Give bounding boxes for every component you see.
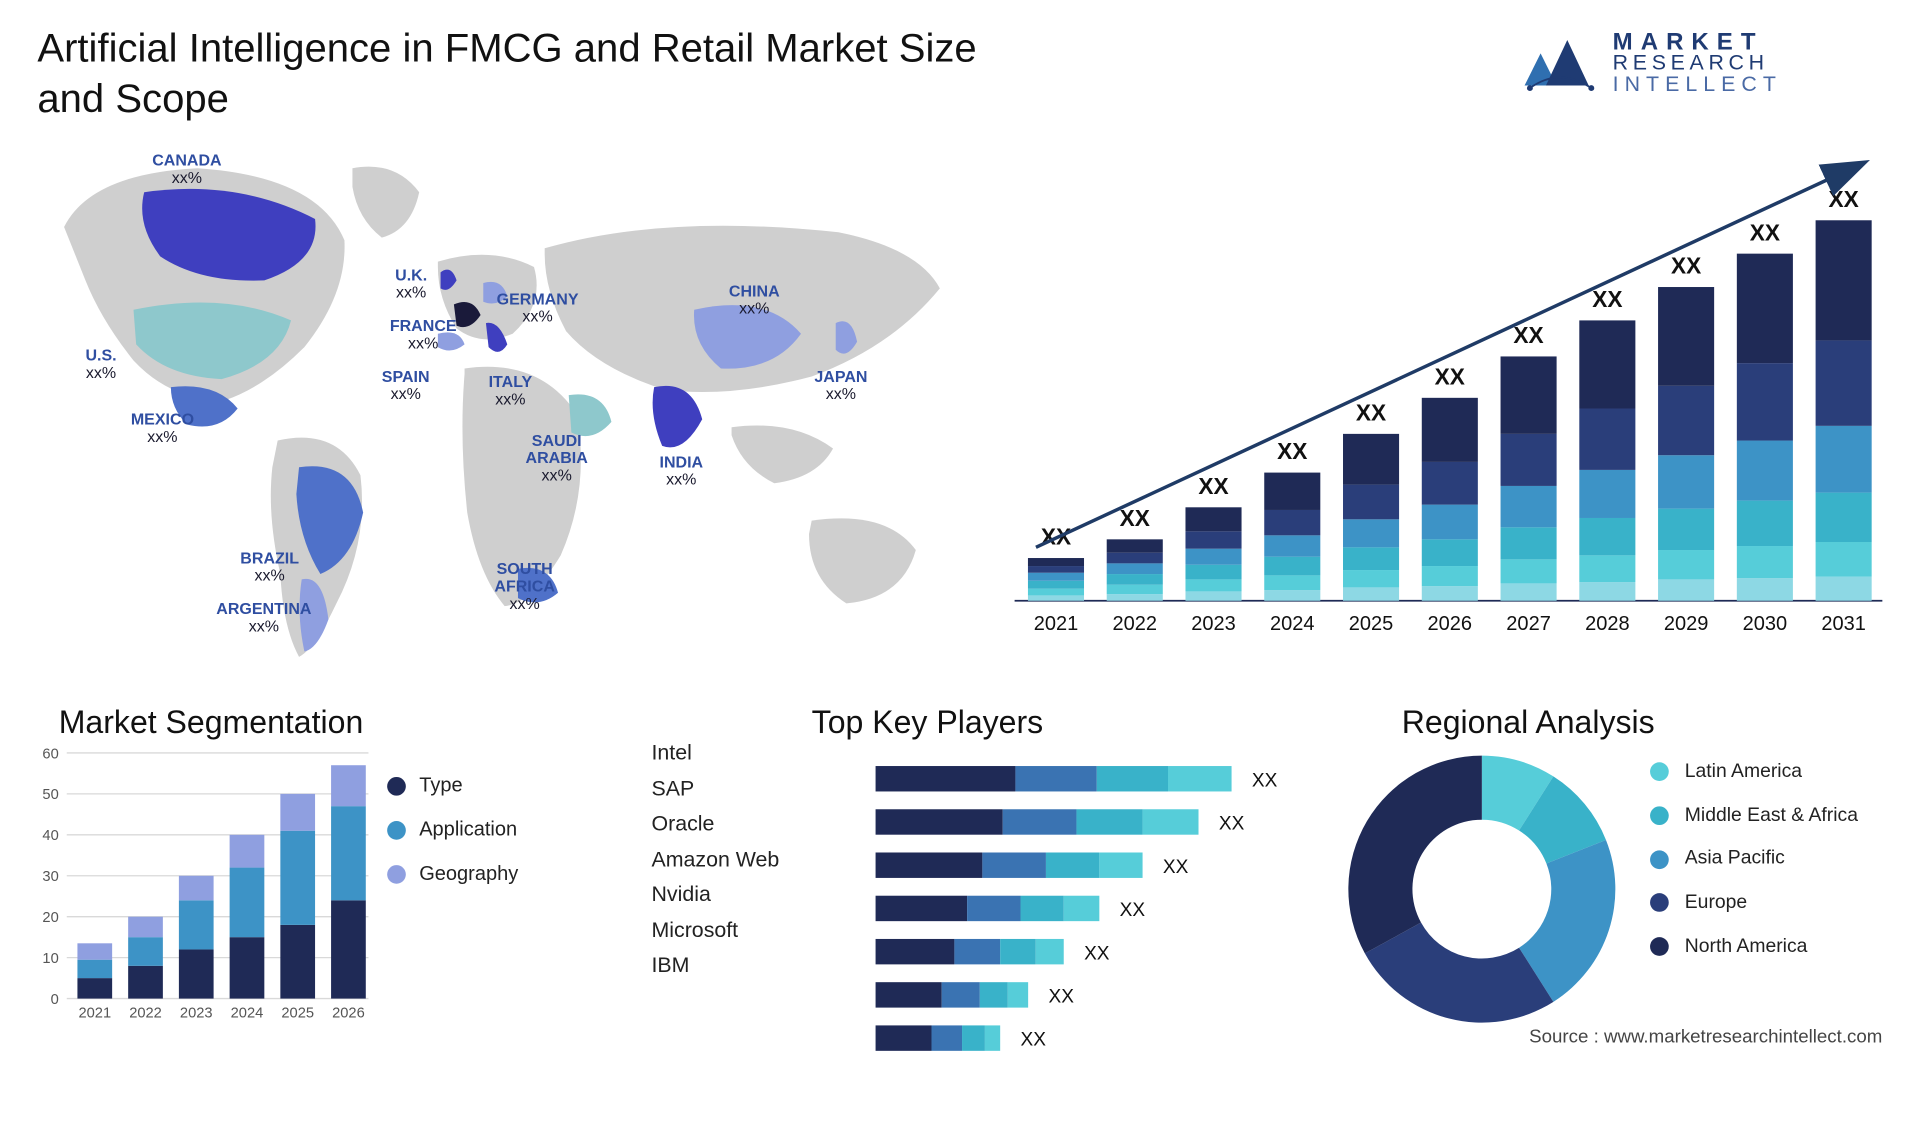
svg-text:2031: 2031 [1821, 613, 1866, 635]
svg-text:20: 20 [42, 910, 58, 926]
svg-text:XX: XX [1120, 900, 1146, 921]
regional-legend-item: Europe [1650, 892, 1890, 914]
svg-text:XX: XX [1513, 322, 1543, 348]
brand-logo: MARKET RESEARCH INTELLECT [1522, 24, 1882, 101]
svg-text:2027: 2027 [1506, 613, 1551, 635]
map-country-label: BRAZILxx% [240, 550, 299, 585]
map-country-label: ITALYxx% [489, 374, 533, 409]
logo-line2: RESEARCH [1613, 53, 1782, 74]
svg-text:XX: XX [1048, 987, 1074, 1008]
svg-text:XX: XX [1219, 814, 1245, 835]
svg-text:XX: XX [1829, 186, 1859, 212]
map-country-label: U.K.xx% [395, 267, 427, 302]
svg-text:XX: XX [1356, 400, 1386, 426]
key-players-heading: Top Key Players [812, 705, 1044, 742]
map-country-label: CHINAxx% [729, 283, 780, 318]
svg-text:XX: XX [1435, 363, 1465, 389]
svg-text:XX: XX [1277, 438, 1307, 464]
map-country-label: SAUDI ARABIAxx% [518, 433, 595, 486]
svg-text:XX: XX [1163, 857, 1189, 878]
svg-text:2024: 2024 [231, 1005, 264, 1021]
key-players-chart: XXXXXXXXXXXXXX [865, 761, 1306, 1028]
map-country-label: SPAINxx% [382, 368, 430, 403]
regional-donut-chart [1335, 748, 1629, 1028]
svg-text:XX: XX [1120, 505, 1150, 531]
svg-text:2022: 2022 [129, 1005, 162, 1021]
regional-legend-item: North America [1650, 935, 1890, 957]
svg-text:XX: XX [1671, 253, 1701, 279]
svg-text:10: 10 [42, 951, 58, 967]
svg-text:0: 0 [51, 992, 59, 1008]
svg-text:2026: 2026 [1428, 613, 1473, 635]
map-country-label: ARGENTINAxx% [216, 601, 311, 636]
key-player-name: Oracle [651, 813, 825, 837]
segmentation-legend-item: Geography [387, 862, 574, 885]
svg-text:2024: 2024 [1270, 613, 1315, 635]
svg-text:XX: XX [1750, 219, 1780, 245]
logo-line1: MARKET [1613, 29, 1782, 53]
segmentation-heading: Market Segmentation [59, 705, 364, 742]
main-bar-chart: XX 2021 XX 2022 XX 2023 XX 2024 XX 2025 XX 2026 XX 20… [1015, 147, 1883, 654]
svg-text:60: 60 [42, 746, 58, 762]
source-label: Source : www.marketresearchintellect.com [1529, 1025, 1882, 1046]
regional-legend: Latin America Middle East & Africa Asia Pa… [1650, 761, 1890, 979]
svg-text:2026: 2026 [332, 1005, 365, 1021]
page-title: Artificial Intelligence in FMCG and Reta… [37, 24, 1052, 124]
segmentation-legend-item: Application [387, 818, 574, 841]
svg-text:2021: 2021 [78, 1005, 111, 1021]
svg-text:2025: 2025 [281, 1005, 314, 1021]
svg-text:XX: XX [1252, 770, 1278, 791]
svg-text:30: 30 [42, 869, 58, 885]
map-country-label: CANADAxx% [152, 152, 221, 187]
map-country-label: SOUTH AFRICAxx% [486, 561, 563, 614]
segmentation-legend-item: Type [387, 774, 574, 797]
map-country-label: INDIAxx% [659, 454, 703, 489]
logo-line3: INTELLECT [1613, 75, 1782, 96]
regional-legend-item: Latin America [1650, 761, 1890, 783]
svg-text:40: 40 [42, 828, 58, 844]
svg-text:2028: 2028 [1585, 613, 1630, 635]
regional-legend-item: Asia Pacific [1650, 848, 1890, 870]
svg-text:2022: 2022 [1112, 613, 1157, 635]
key-player-name: Amazon Web [651, 848, 825, 872]
key-player-name: SAP [651, 778, 825, 802]
segmentation-legend: Type Application Geography [387, 774, 574, 906]
logo-mark-icon [1522, 32, 1597, 93]
svg-text:50: 50 [42, 787, 58, 803]
map-country-label: FRANCExx% [390, 318, 457, 353]
svg-text:2021: 2021 [1034, 613, 1079, 635]
svg-text:2023: 2023 [180, 1005, 213, 1021]
map-country-label: GERMANYxx% [497, 291, 579, 326]
segmentation-chart: 0 10 20 30 40 50 60 2021 2022 2023 2024 2025 2026 [37, 745, 371, 1025]
key-player-name: Intel [651, 742, 825, 766]
regional-legend-item: Middle East & Africa [1650, 805, 1890, 827]
svg-text:2030: 2030 [1743, 613, 1788, 635]
map-country-label: JAPANxx% [814, 368, 867, 403]
key-player-name: Nvidia [651, 884, 825, 908]
svg-text:2025: 2025 [1349, 613, 1394, 635]
svg-text:XX: XX [1084, 943, 1110, 964]
map-country-label: MEXICOxx% [131, 411, 194, 446]
svg-text:XX: XX [1198, 473, 1228, 499]
key-player-name: IBM [651, 955, 825, 979]
key-player-name: Microsoft [651, 919, 825, 943]
svg-text:2029: 2029 [1664, 613, 1709, 635]
svg-text:XX: XX [1021, 1030, 1047, 1051]
key-players-list: Intel SAP Oracle Amazon Web Nvidia Microsoft I… [651, 742, 825, 990]
map-country-label: U.S.xx% [85, 347, 116, 382]
svg-text:XX: XX [1592, 286, 1622, 312]
regional-heading: Regional Analysis [1402, 705, 1655, 742]
world-map-region: CANADAxx% U.S.xx% MEXICOxx% BRAZILxx% ARGENT… [37, 134, 972, 668]
svg-text:2023: 2023 [1191, 613, 1236, 635]
